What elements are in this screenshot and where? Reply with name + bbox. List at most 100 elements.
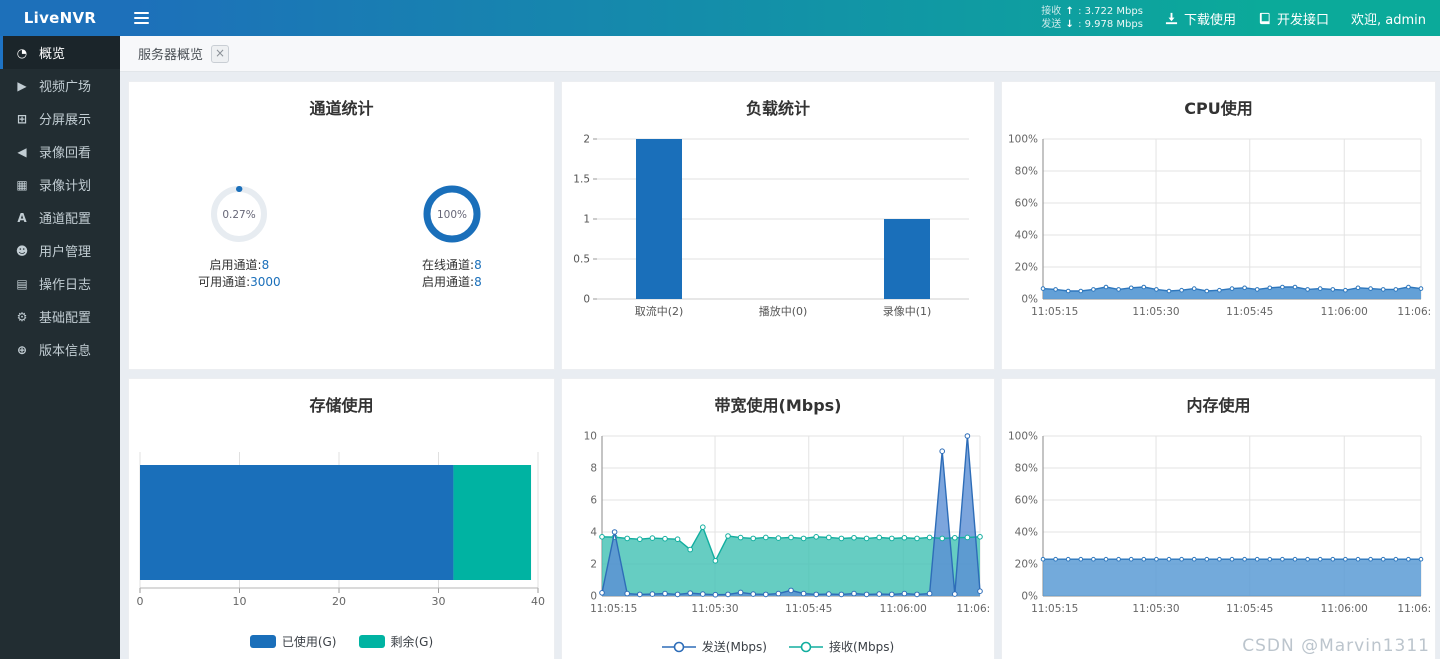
svg-text:2: 2	[590, 559, 597, 571]
sidebar-item-label: 录像回看	[39, 146, 92, 161]
legend-item[interactable]: 已使用(G)	[249, 633, 337, 650]
panel-memory-usage: 内存使用 0% 20% 40% 60% 80% 100% 11:05:15 11:05:30 1…	[1001, 378, 1436, 659]
svg-text:0.5: 0.5	[573, 254, 590, 266]
svg-text:0: 0	[583, 294, 590, 306]
tab-close-icon[interactable]: ×	[211, 44, 230, 63]
dashboard-grid: 通道统计 0.27% 启用通道:8 可用通道:3000 100% 在线通道:8 启用通道:…	[120, 72, 1440, 659]
sidebar-item-version-info[interactable]: ⊕ 版本信息	[0, 333, 120, 366]
svg-text:11:06:00: 11:06:00	[1320, 306, 1367, 318]
sidebar-item-label: 操作日志	[39, 278, 92, 293]
svg-text:80%: 80%	[1014, 166, 1037, 178]
hamburger-menu-icon[interactable]	[124, 0, 158, 36]
legend-swatch	[249, 635, 276, 648]
main-area: 服务器概览 × 通道统计 0.27% 启用通道:8 可用通道:3000 100% 在线通…	[120, 36, 1440, 659]
legend-label: 已使用(G)	[281, 635, 337, 649]
sidebar-item-split-screen[interactable]: ⊞ 分屏展示	[0, 102, 120, 135]
memory-area-chart: 0% 20% 40% 60% 80% 100% 11:05:15 11:05:30 11:05:…	[1007, 428, 1435, 622]
svg-text:2: 2	[583, 134, 590, 146]
svg-text:100%: 100%	[1007, 134, 1037, 146]
line-marker-icon	[661, 641, 696, 652]
legend-item[interactable]: 接收(Mbps)	[789, 638, 894, 655]
svg-text:10: 10	[584, 431, 597, 443]
channel-donut-1: 100% 在线通道:8 启用通道:8	[419, 181, 485, 291]
up-arrow-icon: ↑	[1065, 6, 1074, 17]
svg-text:6: 6	[590, 495, 597, 507]
svg-text:11:05:45: 11:05:45	[785, 603, 832, 615]
svg-text:1: 1	[583, 214, 590, 226]
svg-text:10: 10	[232, 595, 246, 608]
svg-text:40%: 40%	[1014, 230, 1037, 242]
welcome-user[interactable]: 欢迎, admin	[1351, 12, 1426, 28]
legend-label: 发送(Mbps)	[701, 640, 767, 654]
panel-load-stats: 负载统计 0 0.5 1 1.5 2 取流中(2) 播放中(0) 录像中(1)	[561, 81, 995, 370]
storage-bar-chart: 0 10 20 30 40	[135, 428, 549, 617]
svg-text:100%: 100%	[437, 209, 467, 221]
sidebar-item-user-management[interactable]: ☻ 用户管理	[0, 234, 120, 267]
sidebar-item-channel-config[interactable]: A 通道配置	[0, 201, 120, 234]
svg-text:80%: 80%	[1014, 463, 1037, 475]
panel-channel-stats: 通道统计 0.27% 启用通道:8 可用通道:3000 100% 在线通道:8 启用通道:…	[128, 81, 555, 370]
overview-gauge-icon: ◔	[16, 45, 28, 60]
svg-text:11:05:15: 11:05:15	[1031, 603, 1078, 615]
panel-title: 通道统计	[309, 99, 374, 118]
svg-text:11:05:15: 11:05:15	[1031, 306, 1078, 318]
network-stats: 接收 ↑ : 3.722 Mbps 发送 ↓ : 9.978 Mbps	[1041, 5, 1143, 31]
svg-text:11:06:11: 11:06:11	[956, 603, 990, 615]
svg-text:0: 0	[136, 595, 143, 608]
svg-text:30: 30	[431, 595, 445, 608]
svg-text:20%: 20%	[1014, 262, 1037, 274]
sidebar-item-operation-log[interactable]: ▤ 操作日志	[0, 267, 120, 300]
donut-caption-line: 启用通道:8	[209, 258, 270, 272]
sidebar-item-label: 视频广场	[39, 80, 92, 95]
sidebar-item-overview[interactable]: ◔ 概览	[0, 36, 120, 69]
svg-text:100%: 100%	[1007, 431, 1037, 443]
sidebar-item-playback[interactable]: ◀ 录像回看	[0, 135, 120, 168]
sidebar-item-label: 通道配置	[39, 212, 92, 227]
sidebar-item-label: 分屏展示	[39, 113, 92, 128]
panel-title: 内存使用	[1186, 396, 1251, 415]
donut-caption-line: 可用通道:3000	[198, 275, 281, 289]
load-bar-chart: 0 0.5 1 1.5 2 取流中(2) 播放中(0) 录像中(1)	[571, 131, 985, 325]
donut-caption-line: 启用通道:8	[422, 275, 482, 289]
legend-swatch	[358, 635, 385, 648]
svg-text:40%: 40%	[1014, 527, 1037, 539]
svg-text:11:05:30: 11:05:30	[691, 603, 738, 615]
top-header: LiveNVR 接收 ↑ : 3.722 Mbps 发送 ↓ : 9.978 M…	[0, 0, 1440, 36]
panel-title: 带宽使用(Mbps)	[714, 396, 842, 415]
sidebar-item-label: 用户管理	[39, 245, 92, 260]
svg-text:11:05:15: 11:05:15	[590, 603, 637, 615]
users-icon: ☻	[15, 243, 29, 258]
legend-item[interactable]: 剩余(G)	[358, 633, 433, 650]
svg-text:11:06:00: 11:06:00	[1320, 603, 1367, 615]
svg-text:4: 4	[590, 527, 597, 539]
svg-text:11:05:45: 11:05:45	[1226, 603, 1273, 615]
svg-text:0%: 0%	[1021, 294, 1038, 306]
sidebar-item-record-plan[interactable]: ▦ 录像计划	[0, 168, 120, 201]
legend-label: 接收(Mbps)	[829, 640, 895, 654]
svg-text:60%: 60%	[1014, 198, 1037, 210]
svg-text:11:05:45: 11:05:45	[1226, 306, 1273, 318]
svg-text:8: 8	[590, 463, 597, 475]
video-camera-icon: ▶	[17, 78, 27, 93]
svg-text:11:06:11: 11:06:11	[1397, 306, 1431, 318]
app-logo[interactable]: LiveNVR	[23, 9, 97, 27]
svg-text:取流中(2): 取流中(2)	[635, 304, 684, 318]
svg-text:播放中(0): 播放中(0)	[759, 304, 808, 318]
dev-api-button[interactable]: 开发接口	[1258, 9, 1329, 28]
channel-donut-0: 0.27% 启用通道:8 可用通道:3000	[198, 181, 281, 291]
tab-label: 服务器概览	[138, 48, 204, 63]
legend-item[interactable]: 发送(Mbps)	[661, 638, 767, 655]
svg-text:11:06:11: 11:06:11	[1397, 603, 1431, 615]
svg-text:11:05:30: 11:05:30	[1132, 603, 1179, 615]
download-usage-button[interactable]: 下载使用	[1165, 9, 1236, 28]
split-screen-grid-icon: ⊞	[16, 111, 28, 126]
svg-text:录像中(1): 录像中(1)	[883, 305, 932, 318]
book-icon	[1258, 12, 1271, 25]
sidebar-item-basic-config[interactable]: ⚙ 基础配置	[0, 300, 120, 333]
log-file-icon: ▤	[16, 276, 28, 291]
recv-value: 3.722 Mbps	[1084, 6, 1143, 17]
svg-text:0: 0	[590, 591, 597, 603]
tab-server-overview[interactable]: 服务器概览 ×	[138, 44, 230, 63]
panel-cpu-usage: CPU使用 0% 20% 40% 60% 80% 100% 11:05:15 11:05:30…	[1001, 81, 1436, 370]
sidebar-item-video-square[interactable]: ▶ 视频广场	[0, 69, 120, 102]
